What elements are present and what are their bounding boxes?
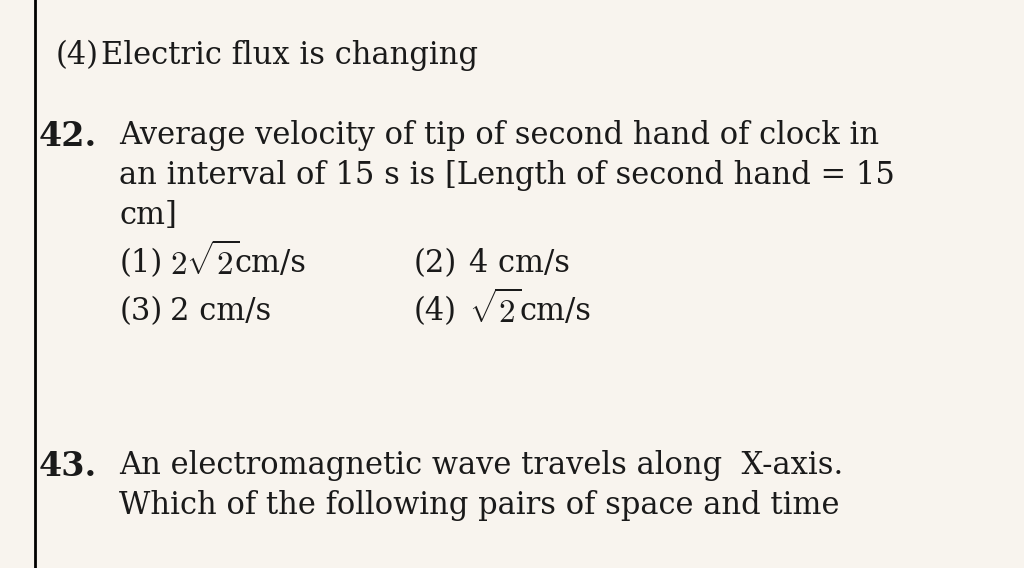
Text: (1): (1) [120, 248, 163, 279]
Text: 42.: 42. [39, 120, 97, 153]
Text: cm]: cm] [120, 200, 177, 231]
Text: $2\sqrt{2}$: $2\sqrt{2}$ [170, 243, 240, 282]
Text: (4): (4) [414, 296, 457, 327]
Text: $\sqrt{2}$: $\sqrt{2}$ [469, 291, 521, 330]
Text: (2): (2) [414, 248, 457, 279]
Text: Electric flux is changing: Electric flux is changing [101, 40, 478, 71]
Text: 4 cm/s: 4 cm/s [469, 248, 569, 279]
Text: 43.: 43. [39, 450, 97, 483]
Text: An electromagnetic wave travels along  X-axis.: An electromagnetic wave travels along X-… [120, 450, 844, 481]
Text: (4): (4) [55, 40, 98, 71]
Text: (3): (3) [120, 296, 163, 327]
Text: an interval of 15 s is [Length of second hand = 15: an interval of 15 s is [Length of second… [120, 160, 895, 191]
Text: cm/s: cm/s [519, 296, 591, 327]
Text: Average velocity of tip of second hand of clock in: Average velocity of tip of second hand o… [120, 120, 880, 151]
Text: Which of the following pairs of space and time: Which of the following pairs of space an… [120, 490, 840, 521]
Text: cm/s: cm/s [234, 248, 306, 279]
Text: 2 cm/s: 2 cm/s [170, 296, 271, 327]
